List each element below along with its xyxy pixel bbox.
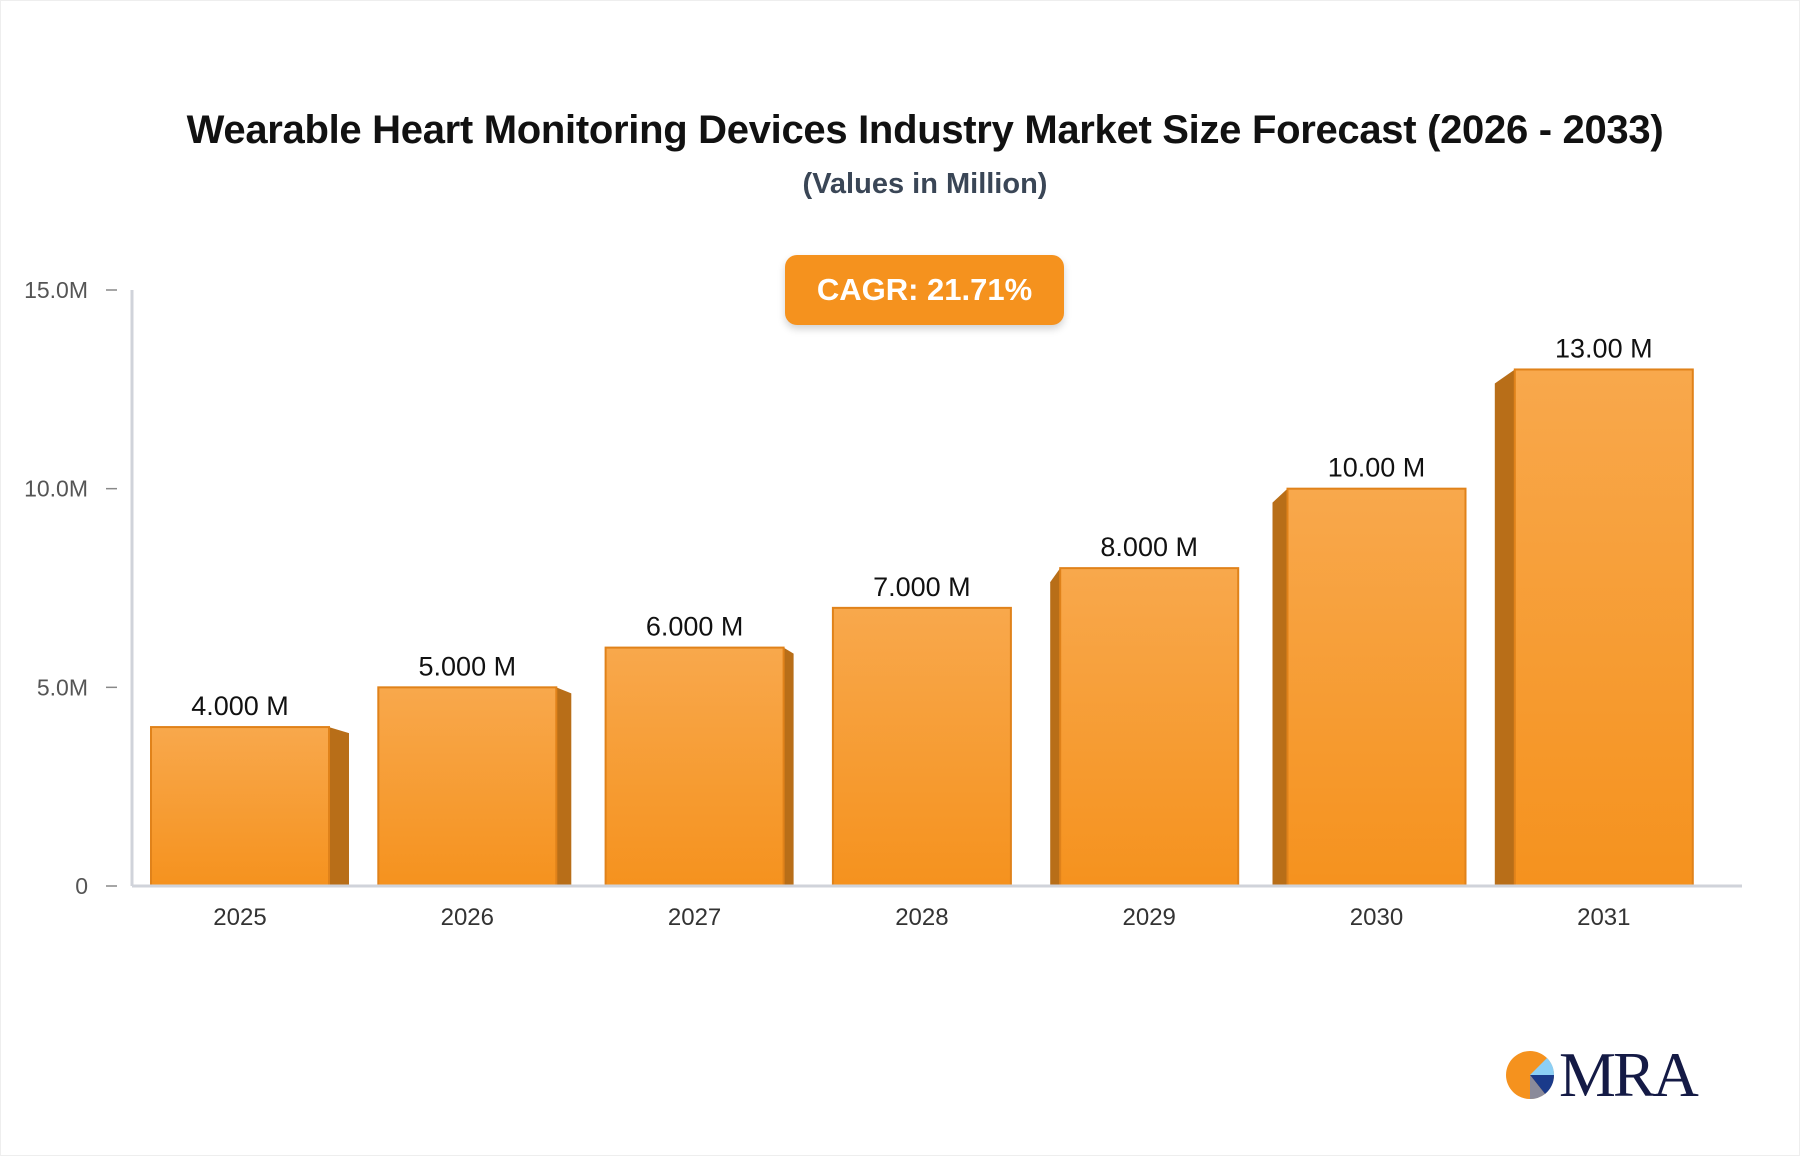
bar [831,606,1012,887]
x-tick-label: 2029 [1123,904,1176,931]
bar [1286,487,1467,887]
bar-side [1494,369,1515,886]
y-tick-label: 0 [75,873,88,899]
chart-title: Wearable Heart Monitoring Devices Indust… [186,108,1664,152]
data-label: 4.000 M [191,691,289,721]
bar-side [783,647,794,886]
bar [150,726,330,887]
x-tick-label: 2028 [895,904,948,931]
bar [1059,567,1240,888]
y-tick-label: 10.0M [24,476,88,502]
x-tick-label: 2030 [1350,904,1403,931]
bar [1513,368,1694,887]
logo-text: MRA [1559,1039,1699,1110]
data-label: 6.000 M [646,612,744,642]
bar-side [1050,568,1061,886]
data-label: 13.00 M [1555,333,1653,363]
data-label: 7.000 M [873,572,971,602]
mra-logo: MRA [1505,1038,1699,1112]
bar-side [329,727,349,886]
x-tick-label: 2027 [668,904,721,931]
y-tick-label: 15.0M [24,277,88,303]
x-tick-label: 2026 [441,904,494,931]
data-label: 10.00 M [1328,453,1426,483]
bar [377,686,558,887]
x-tick-label: 2031 [1577,904,1630,931]
cagr-badge: CAGR: 21.71% [785,255,1064,325]
bar-side [1272,488,1288,886]
chart-subtitle: (Values in Million) [802,168,1048,200]
data-label: 8.000 M [1100,532,1198,562]
data-label: 5.000 M [419,651,517,681]
y-tick-label: 5.0M [37,674,88,700]
pie-logo-icon [1506,1051,1555,1100]
bar-side [556,687,572,886]
x-tick-label: 2025 [213,904,266,931]
bar [604,646,785,887]
